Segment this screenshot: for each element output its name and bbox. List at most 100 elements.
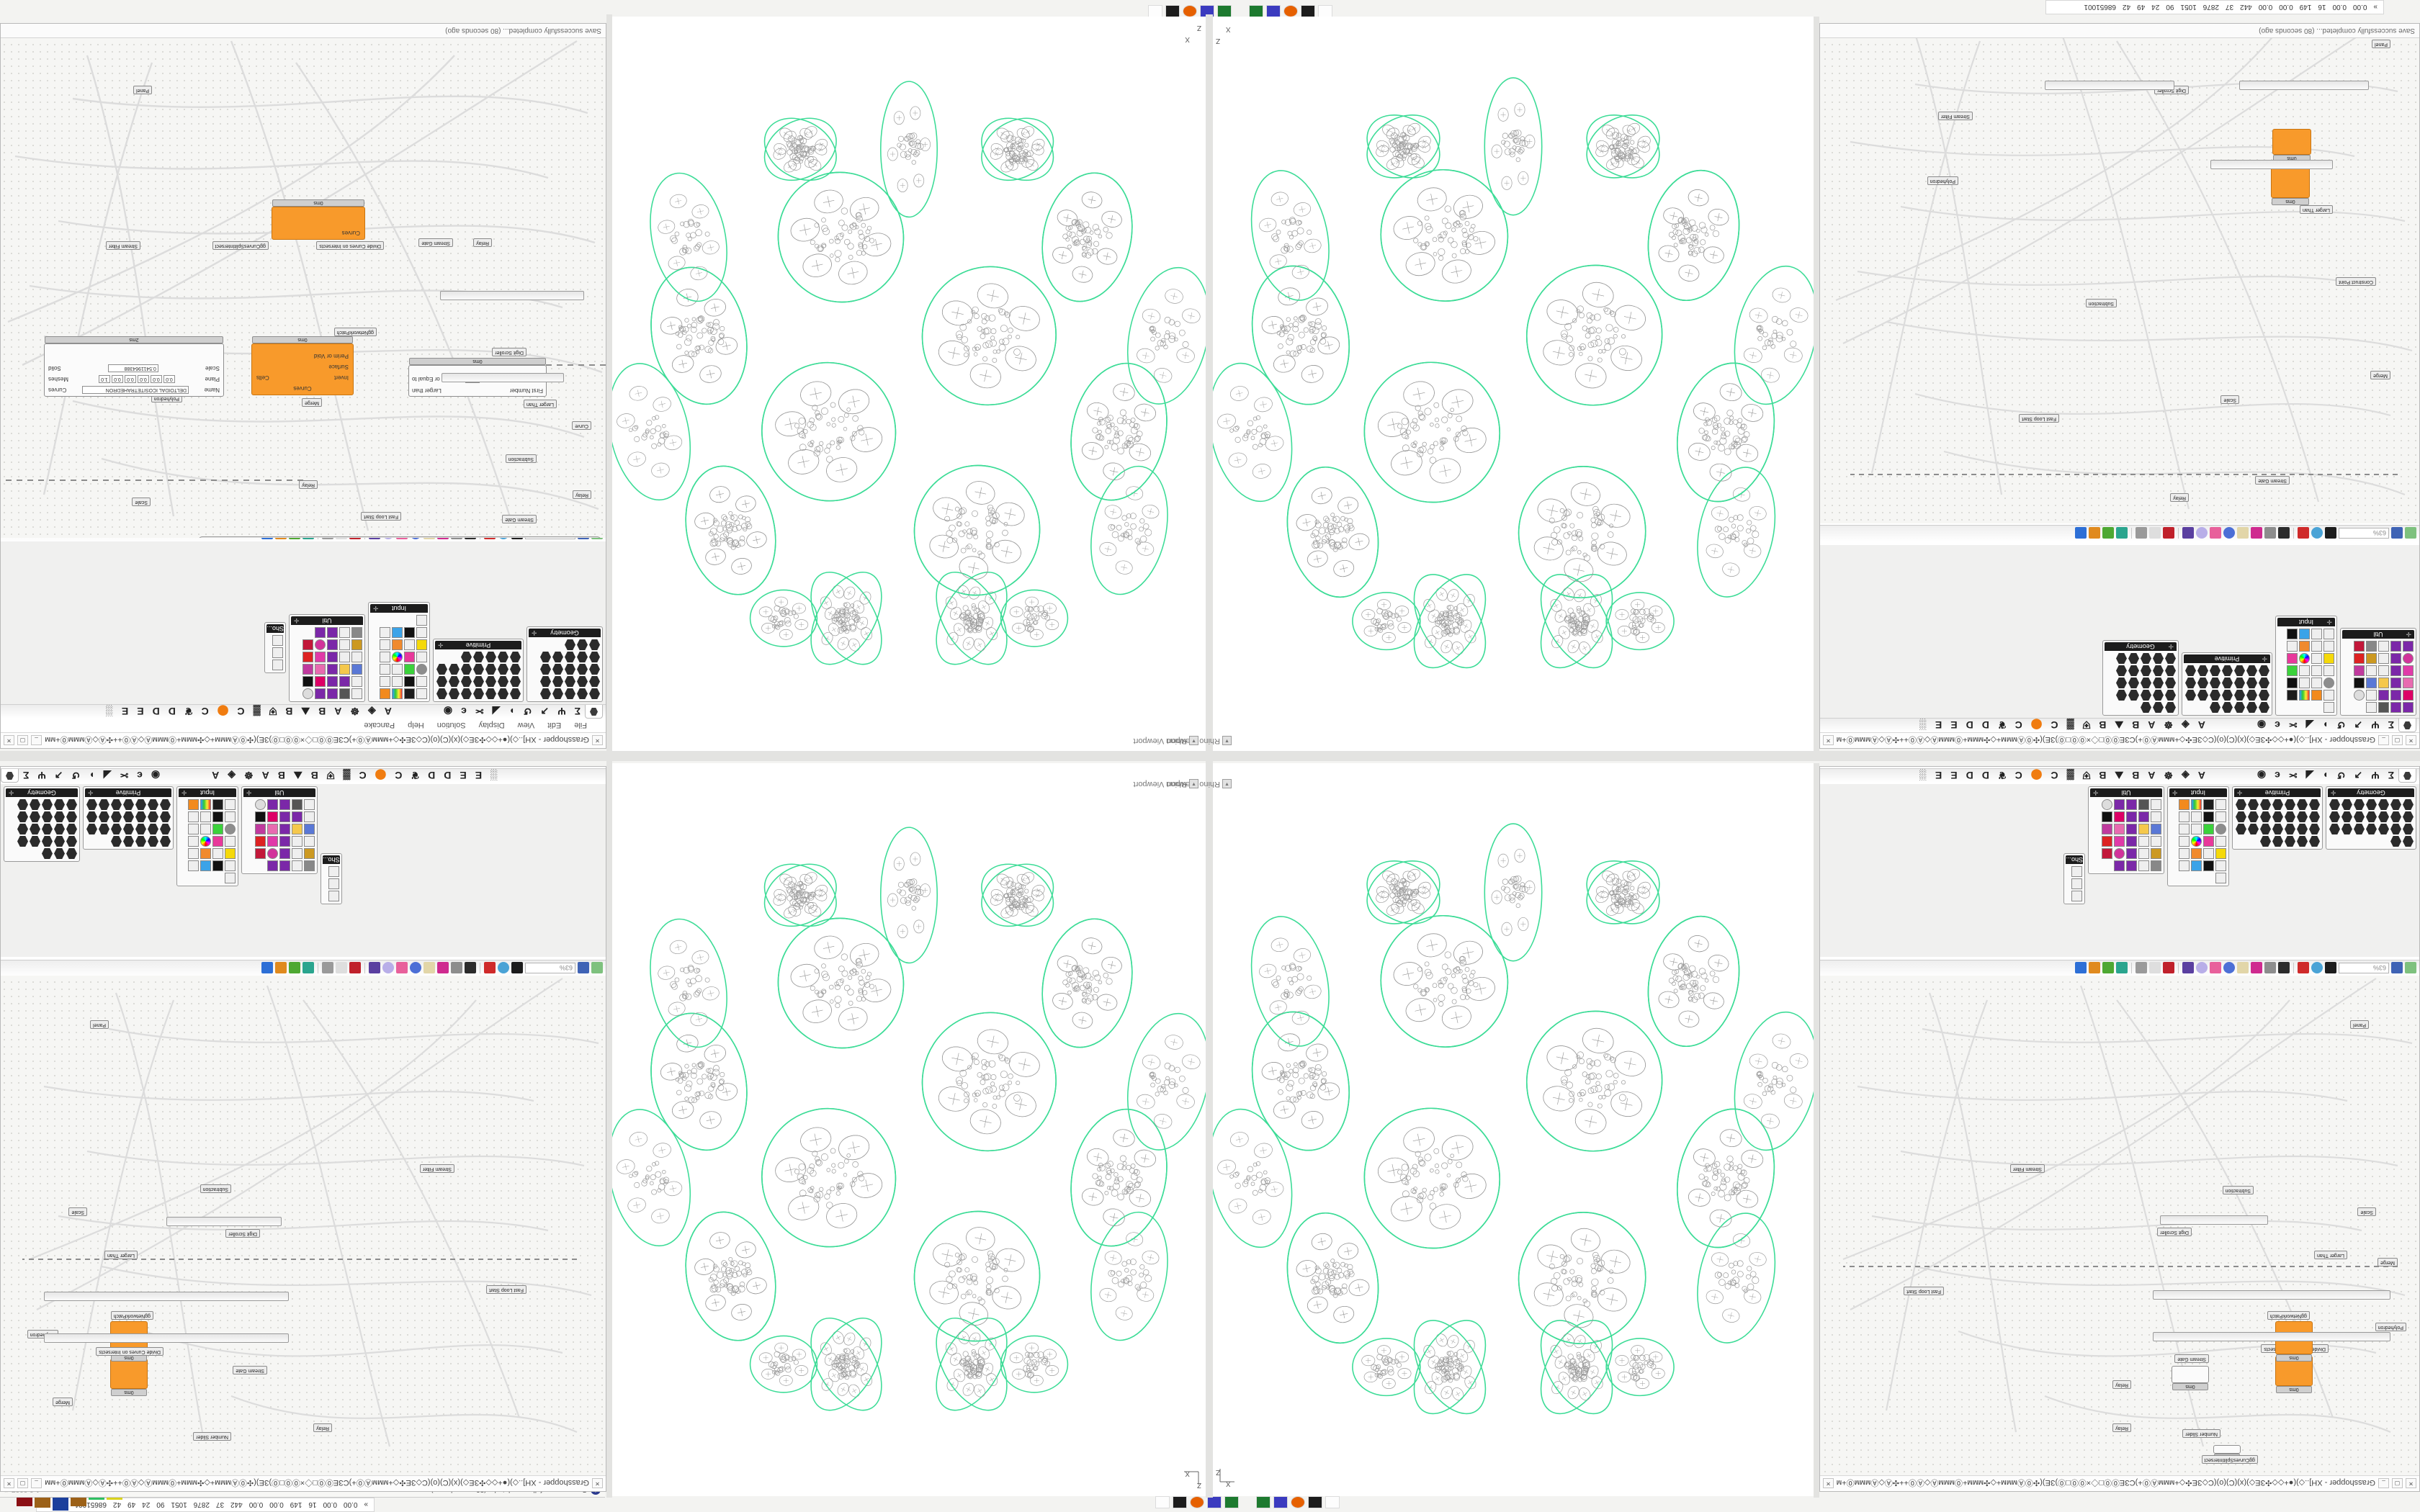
util-icon-d21[interactable] [351, 639, 362, 650]
gh-d-palette-tab-input[interactable]: Input ✛ [370, 604, 428, 613]
ribbon-tab-grid-c[interactable]: ▓ [343, 770, 351, 782]
primitive-icon-c20[interactable] [99, 824, 109, 834]
util-icon-b28[interactable] [2378, 702, 2389, 713]
primitive-icon-b2[interactable] [2246, 665, 2257, 676]
ribbon-tab-leaf-b[interactable]: ◈ [2181, 719, 2190, 732]
gh-d-palette-group-util[interactable]: Util ✛ [289, 614, 365, 702]
ribbon-tab-bird[interactable]: ❦ [1997, 770, 2007, 782]
ribbon-tab-mountain-c[interactable]: ⛰ [293, 770, 302, 782]
input-icon-b24[interactable] [2287, 690, 2298, 701]
ribbon-tab-a2-d[interactable]: A [334, 706, 342, 718]
primitive-icon-b11[interactable] [2222, 678, 2233, 688]
ribbon-tab-wedge-b[interactable]: ◢ [2305, 719, 2314, 732]
input-icon-b8[interactable] [2287, 641, 2298, 652]
ribbon-tab-wedge-d[interactable]: ◢ [492, 706, 501, 718]
palette-expand-icon-primitive[interactable]: ✛ [2237, 789, 2243, 796]
input-icon-c6[interactable] [212, 811, 223, 822]
ribbon-tab-d2-b[interactable]: D [1966, 719, 1973, 732]
gh-b-toolbar[interactable]: 63% [1820, 525, 2419, 541]
gem-red-icon-c[interactable] [349, 962, 361, 974]
input-icon-d6[interactable] [404, 676, 415, 687]
open-file-icon-a[interactable] [2405, 962, 2416, 974]
gh-d-palette-group-primitive[interactable]: Primitive ✛ [433, 639, 524, 702]
gh-d-node-cells[interactable]: 0ms Curves Invert Cells Surface Perim or… [251, 336, 354, 395]
input-icon-c21[interactable] [225, 860, 236, 871]
port-poly-name[interactable]: Name [204, 387, 220, 393]
gh-a-palette-tab-geometry[interactable]: Geometry ✛ [2328, 788, 2414, 797]
unsnarl-icon-a[interactable] [2182, 962, 2194, 974]
gh-a-ribbon-tabs[interactable]: Σ Ψ ↗ ↺ ◗ ◢ ✂ є ◉ A ◈ ☸ A B ⛰ B ⛨ ▓ C ⬤ … [1820, 768, 2419, 783]
port-surface[interactable]: Surface [328, 364, 349, 370]
geometry-icon-1[interactable] [2403, 799, 2414, 810]
primitive-icon-c19[interactable] [111, 824, 122, 834]
vertical-splitter-left-2[interactable] [1814, 17, 1819, 751]
primitive-icon-b26[interactable] [2210, 702, 2220, 713]
util-icon-c27[interactable] [292, 860, 302, 871]
gh-d-poly-ox[interactable]: 0.0 [163, 375, 175, 383]
input-icon-b13[interactable] [2323, 665, 2334, 676]
geometry-icon-d3[interactable] [565, 688, 575, 699]
util-icon-b18[interactable] [2378, 678, 2389, 688]
system-menu-icon-d[interactable]: ✕ [592, 735, 603, 746]
ribbon-tab-scissors-b[interactable]: ✂ [2288, 719, 2298, 732]
primitive-icon-b21[interactable] [2185, 690, 2196, 701]
search-icon-b[interactable] [2223, 527, 2235, 539]
ribbon-tab-shade-c[interactable]: ◗ [89, 770, 95, 782]
geometry-icon-d6[interactable] [589, 676, 600, 687]
primitive-icon-c12[interactable] [111, 811, 122, 822]
util-icon-c3[interactable] [279, 799, 290, 810]
ribbon-tab-dither-d[interactable]: ░ [106, 706, 113, 718]
gem-orange-icon-c[interactable] [275, 962, 287, 974]
gh-a-titlebar[interactable]: ✕ ▢ _ Grasshopper - XH]..◇)(●+◇◇✣ЗЕ◇)(х)… [1820, 1475, 2419, 1491]
util-icon-clock-purple[interactable] [2126, 799, 2137, 810]
palette-expand-icon-primitive-b[interactable]: ✛ [2262, 655, 2267, 662]
input-icon-d16[interactable] [380, 652, 390, 662]
profiler-icon-a[interactable] [2278, 962, 2290, 974]
input-icon-c13[interactable] [225, 836, 236, 847]
ribbon-tab-b1[interactable]: B [2132, 770, 2140, 782]
ribbon-tab-home-b[interactable] [2398, 719, 2416, 732]
primitive-icon-c8[interactable] [160, 811, 171, 822]
input-icon-xyz[interactable] [2179, 848, 2190, 859]
preview-eye-icon-a[interactable] [2311, 962, 2323, 974]
util-icon-b13[interactable] [2378, 665, 2389, 676]
ribbon-tab-mountain[interactable]: ⛰ [2115, 770, 2124, 782]
gh-c-ribbon-tabs[interactable]: ░ E E D D ❦ C ⬤ C ▓ ⛨ B ⛰ B A ☸ ◈ A ◉ є … [1, 768, 606, 783]
ribbon-tab-leaf[interactable]: ◈ [2181, 770, 2190, 782]
util-icon-c21[interactable] [304, 848, 315, 859]
geometry-icon-b13[interactable] [2141, 678, 2151, 688]
ribbon-tab-c2[interactable]: C [2015, 770, 2022, 782]
gh-a-palette-tab-show[interactable]: Sho... [2066, 855, 2083, 864]
geometry-icon-c8[interactable] [42, 811, 53, 822]
input-icon-d21[interactable] [416, 627, 427, 638]
util-icon-c14[interactable] [267, 824, 278, 834]
gh-b-util-icons[interactable] [2342, 640, 2414, 714]
geometry-icon-b5[interactable] [2116, 653, 2127, 664]
geometry-icon-2[interactable] [2390, 799, 2401, 810]
input-icon-gradient-pink[interactable] [2203, 836, 2214, 847]
input-icon-b5[interactable] [2323, 641, 2334, 652]
chevron-down-icon-3[interactable]: ▼ [1222, 736, 1232, 746]
util-icon-sphere-pink[interactable] [2114, 848, 2125, 859]
ribbon-tab-shield-d[interactable]: ⛨ [269, 706, 277, 718]
input-icon-graph[interactable] [2191, 824, 2202, 834]
gh-a-zoom-field[interactable]: 63% [2339, 963, 2389, 973]
util-icon-b11[interactable] [2403, 665, 2414, 676]
primitive-icon-b8[interactable] [2259, 678, 2269, 688]
util-icon-b5[interactable] [2354, 641, 2365, 652]
primitive-icon-b17[interactable] [2234, 690, 2245, 701]
primitive-icon-c14[interactable] [86, 811, 97, 822]
show-icon-1[interactable] [2071, 866, 2082, 877]
primitive-icon-b1[interactable] [2259, 665, 2269, 676]
minimize-icon-a[interactable]: _ [2378, 1478, 2389, 1489]
gh-a-show-icons[interactable] [2069, 865, 2083, 902]
primitive-icon-12[interactable] [2260, 811, 2271, 822]
gha-loader-icon-a[interactable] [2251, 962, 2262, 974]
viewport-tab-2[interactable]: ▼ Rhino Viewport [1131, 776, 1201, 792]
gh-c-slider-3[interactable] [44, 1333, 289, 1343]
minimize-icon-c[interactable]: _ [31, 1478, 42, 1489]
geometry-icon-b17[interactable] [2153, 690, 2164, 701]
menu-edit[interactable]: Edit [547, 721, 562, 730]
input-icon-d1[interactable] [416, 688, 427, 699]
primitive-icon-d5[interactable] [461, 688, 472, 699]
